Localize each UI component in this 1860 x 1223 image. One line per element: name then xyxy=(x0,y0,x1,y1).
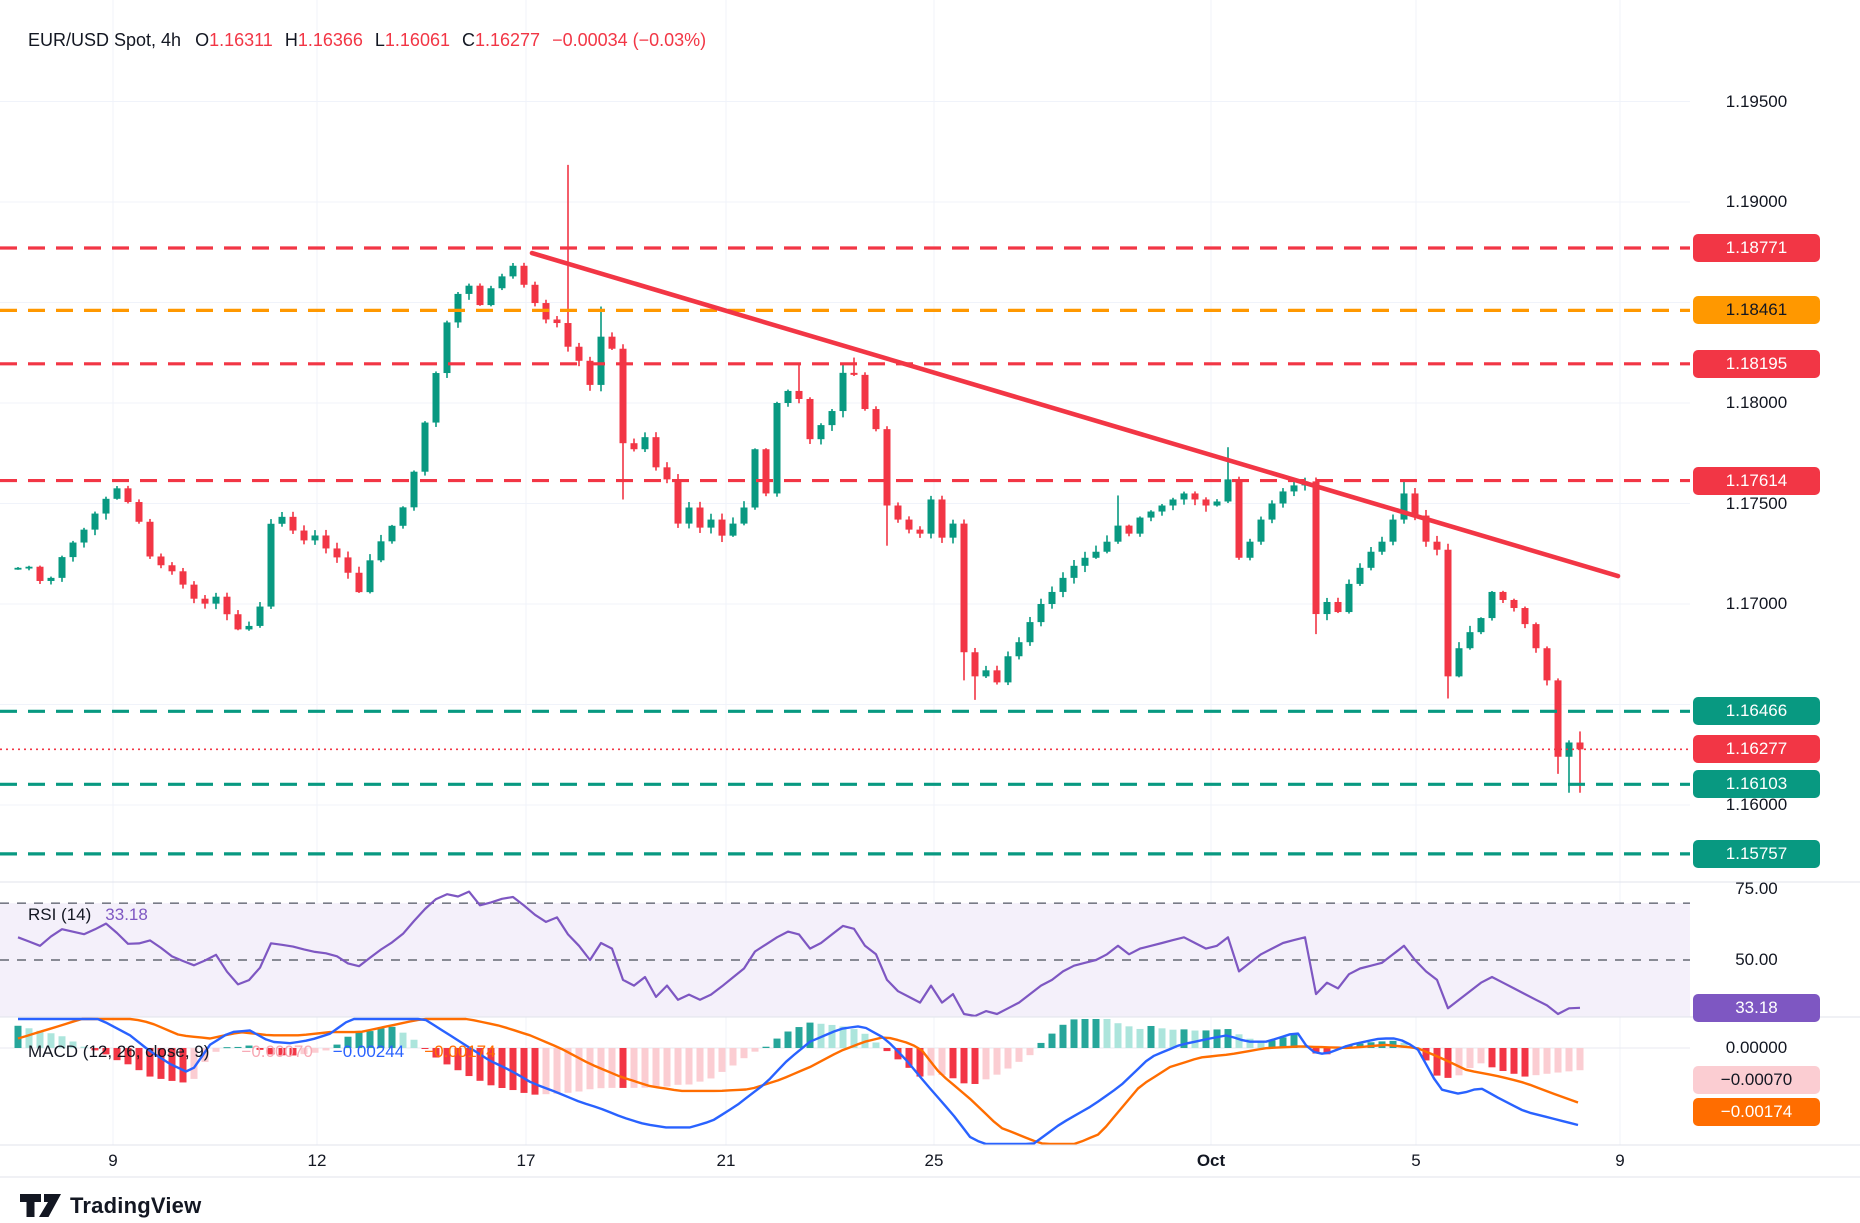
price-badge-1.18195: 1.18195 xyxy=(1693,349,1820,378)
rsi-tick-75.00: 75.00 xyxy=(1735,879,1778,898)
low-value: L1.16061 xyxy=(374,30,450,50)
price-badge-1.16277: 1.16277 xyxy=(1693,735,1820,764)
tradingview-wordmark: TradingView xyxy=(70,1193,202,1218)
macd-signal-badge: −0.00174 xyxy=(1693,1098,1820,1127)
rsi-current-value: 33.18 xyxy=(105,905,148,924)
price-tick-1.19500: 1.19500 xyxy=(1725,91,1788,111)
change-value: −0.00034 (−0.03%) xyxy=(552,30,707,50)
price-badge-1.16103: 1.16103 xyxy=(1693,770,1820,799)
macd-lines xyxy=(17,1017,1579,1146)
open-value: O1.16311 xyxy=(195,30,273,50)
time-tick-9: 9 xyxy=(1615,1151,1625,1170)
macd-hist-value: −0.00070 xyxy=(241,1042,313,1061)
macd-signal-value: −0.00174 xyxy=(424,1042,496,1061)
price-badge-1.16466: 1.16466 xyxy=(1693,697,1820,726)
price-badge-1.15757: 1.15757 xyxy=(1693,839,1820,868)
candlestick-series xyxy=(14,164,1584,793)
tradingview-logo-icon xyxy=(20,1194,61,1217)
price-tick-1.17500: 1.17500 xyxy=(1725,493,1788,513)
macd-hist-badge: −0.00070 xyxy=(1693,1066,1820,1095)
price-badge-1.17614: 1.17614 xyxy=(1693,466,1820,495)
price-tick-1.18000: 1.18000 xyxy=(1725,393,1788,412)
close-value: C1.16277 xyxy=(461,30,541,50)
macd-zero-tick: 0.00000 xyxy=(1725,1038,1788,1057)
tradingview-logo[interactable]: TradingView xyxy=(20,1193,201,1219)
time-tick-17: 17 xyxy=(516,1151,536,1170)
symbol-title[interactable]: EUR/USD Spot, 4h xyxy=(28,30,182,50)
rsi-line xyxy=(17,890,1581,1018)
macd-line-value: −0.00244 xyxy=(332,1042,405,1061)
price-tick-1.17000: 1.17000 xyxy=(1725,594,1788,613)
time-tick-12: 12 xyxy=(307,1151,327,1170)
time-tick-9: 9 xyxy=(108,1151,118,1170)
rsi-tick-50.00: 50.00 xyxy=(1735,950,1778,969)
price-tick-1.16000: 1.16000 xyxy=(1725,795,1788,814)
trendline[interactable] xyxy=(529,250,1621,579)
macd-legend[interactable]: MACD (12, 26, close, 9) −0.00070 −0.0024… xyxy=(28,1042,496,1062)
time-tick-25: 25 xyxy=(924,1151,944,1170)
price-badge-1.18771: 1.18771 xyxy=(1693,234,1820,263)
rsi-value-badge: 33.18 xyxy=(1693,993,1820,1022)
price-tick-1.19000: 1.19000 xyxy=(1725,192,1788,211)
macd-label: MACD (12, 26, close, 9) xyxy=(28,1042,210,1061)
price-badge-1.18461: 1.18461 xyxy=(1693,296,1820,325)
pane-separators xyxy=(0,881,1860,1178)
time-tick-Oct: Oct xyxy=(1196,1151,1226,1170)
rsi-label: RSI (14) xyxy=(28,905,92,924)
time-tick-21: 21 xyxy=(716,1151,736,1170)
rsi-legend[interactable]: RSI (14) 33.18 xyxy=(28,905,148,925)
rsi-band xyxy=(0,902,1690,1017)
time-tick-5: 5 xyxy=(1411,1151,1421,1170)
high-value: H1.16366 xyxy=(284,30,363,50)
symbol-legend[interactable]: EUR/USD Spot, 4h O1.16311 H1.16366 L1.16… xyxy=(28,30,706,51)
level-lines xyxy=(0,246,1690,856)
